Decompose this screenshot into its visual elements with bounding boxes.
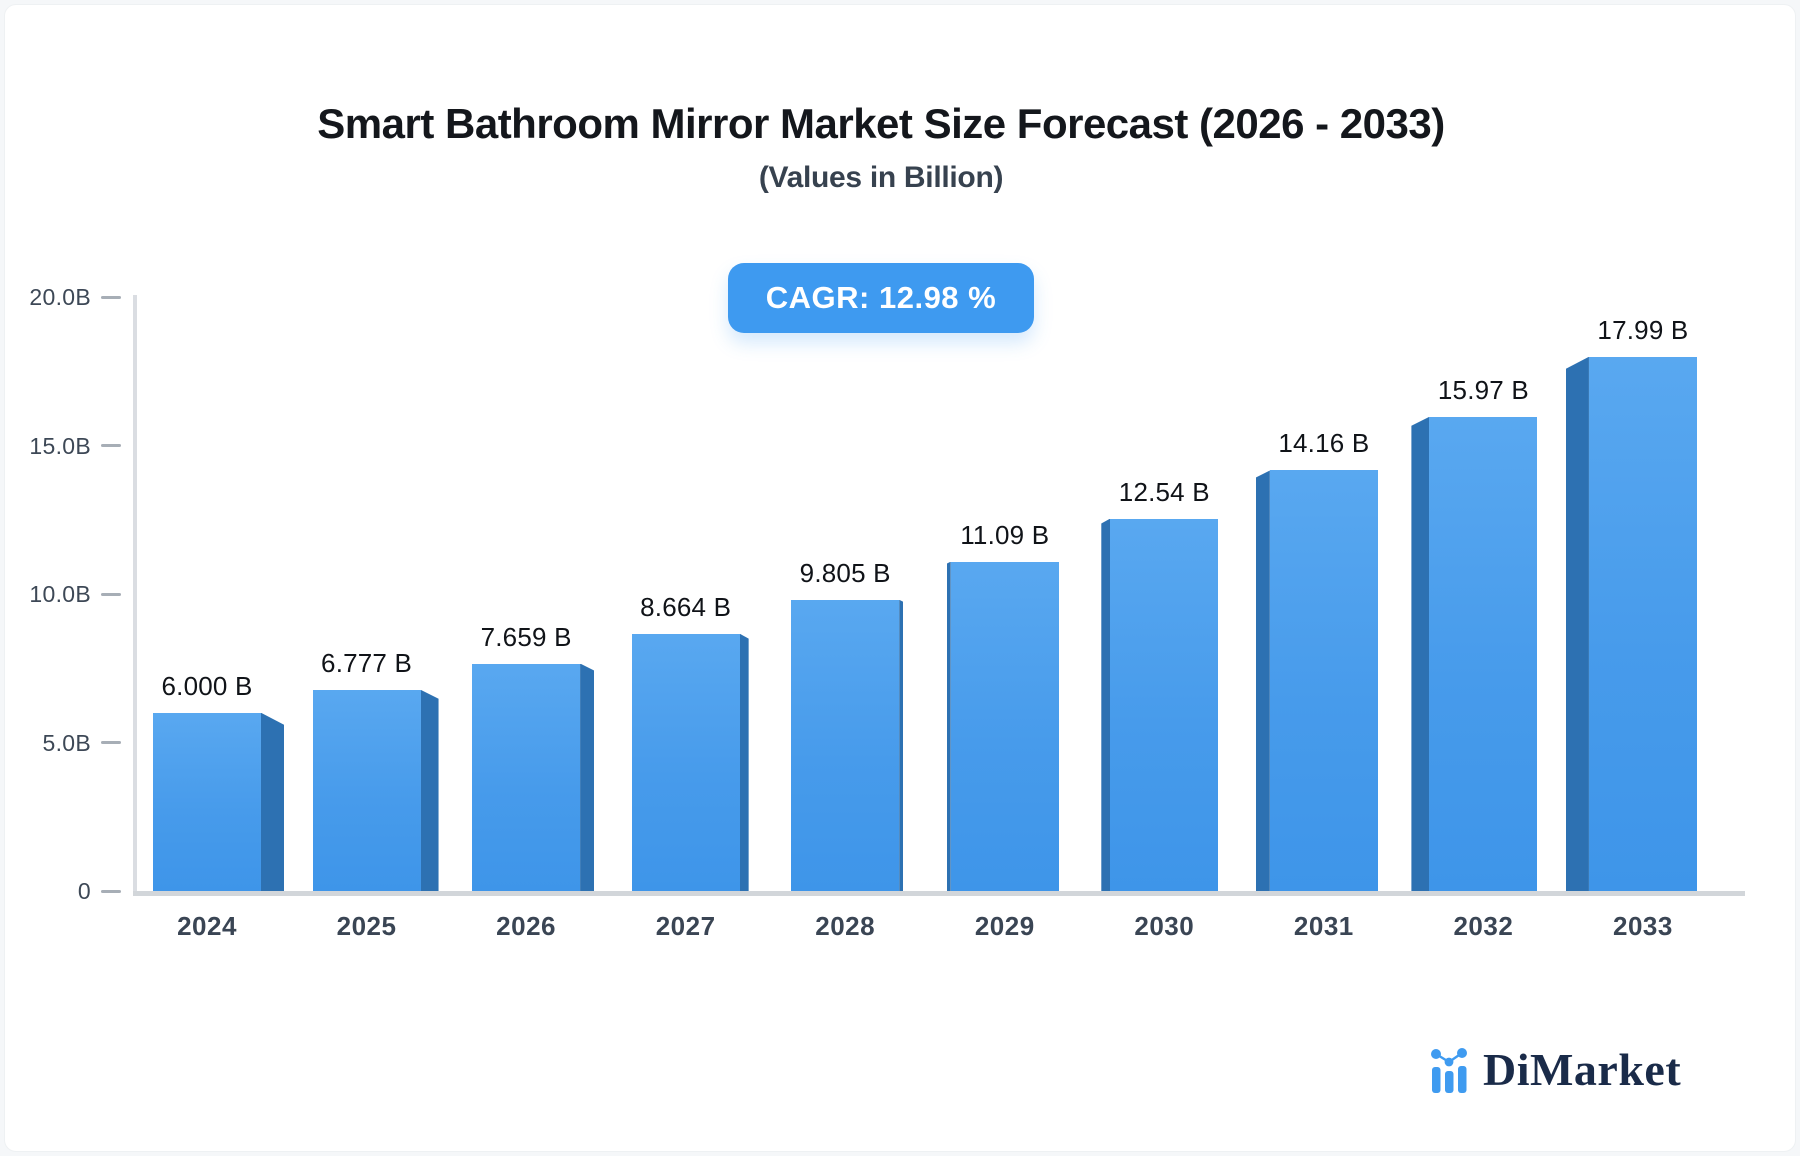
bar-side-2032 — [1411, 416, 1430, 891]
bar-2027[interactable] — [631, 633, 740, 891]
bar-value-label: 6.000 B — [161, 670, 253, 701]
bar-side-2027 — [739, 633, 749, 891]
brand-logo: DiMarket — [1429, 1047, 1681, 1093]
y-tick-label: 5.0B — [42, 729, 91, 756]
bar-value-label: 11.09 B — [960, 519, 1050, 550]
x-axis-label-2027: 2027 — [655, 911, 716, 941]
x-axis-label-2032: 2032 — [1453, 911, 1514, 941]
y-tick-dash — [101, 444, 121, 447]
bar-side-2025 — [420, 689, 439, 891]
bar-2028[interactable] — [791, 599, 900, 891]
x-axis-label-2033: 2033 — [1613, 911, 1673, 941]
bar-value-label: 9.805 B — [799, 557, 891, 588]
bar-side-2031 — [1255, 470, 1270, 891]
bar-2029[interactable] — [950, 561, 1059, 891]
bar-2033[interactable] — [1588, 356, 1697, 891]
bar-side-2024 — [261, 712, 284, 891]
bar-chart-trend-icon — [1431, 1048, 1467, 1093]
bar-value-label: 14.16 B — [1278, 428, 1370, 459]
cagr-badge: CAGR: 12.98 % — [727, 263, 1035, 334]
bar-side-2028 — [899, 599, 904, 891]
chart-card: Smart Bathroom Mirror Market Size Foreca… — [4, 4, 1796, 1152]
bar-2030[interactable] — [1110, 518, 1219, 891]
bar-value-label: 8.664 B — [640, 591, 732, 622]
page-title: Smart Bathroom Mirror Market Size Foreca… — [317, 100, 1445, 147]
y-tick-dash — [101, 295, 121, 299]
x-axis-label-2030: 2030 — [1134, 911, 1195, 941]
y-tick-label: 0 — [77, 878, 91, 904]
bar-side-2030 — [1101, 518, 1111, 891]
y-tick-dash — [101, 889, 121, 893]
bar-value-label: 15.97 B — [1437, 374, 1529, 405]
x-axis-label-2029: 2029 — [974, 911, 1035, 941]
y-tick-dash — [101, 592, 121, 596]
page-subtitle: (Values in Billion) — [758, 161, 1004, 195]
bar-2032[interactable] — [1429, 416, 1538, 891]
bar-2025[interactable] — [312, 689, 421, 891]
bar-chart: 20.0B 15.0B 10.0B 5.0B 0 6.000 B 6.777 B 7.659… — [5, 5, 1795, 1151]
x-axis-label-2031: 2031 — [1293, 911, 1354, 941]
chart-header: Smart Bathroom Mirror Market Size Foreca… — [5, 5, 1757, 334]
bar-side-2033 — [1565, 356, 1589, 891]
x-axis-label-2028: 2028 — [815, 911, 876, 941]
bar-value-label: 17.99 B — [1597, 314, 1689, 345]
y-axis-line — [133, 295, 137, 896]
y-tick-label: 20.0B — [29, 284, 91, 310]
y-tick-label: 15.0B — [29, 432, 91, 459]
x-axis-label-2024: 2024 — [177, 911, 237, 941]
brand-name: DiMarket — [1483, 1044, 1682, 1095]
y-tick-label: 10.0B — [29, 581, 91, 607]
x-axis-label-2026: 2026 — [496, 911, 557, 941]
bar-side-2029 — [946, 561, 951, 891]
bar-side-2026 — [580, 663, 595, 891]
x-axis-label-2025: 2025 — [336, 911, 397, 941]
bar-2024[interactable] — [153, 712, 261, 891]
bar-value-label: 6.777 B — [321, 647, 413, 678]
x-axis-baseline — [133, 891, 1745, 896]
bar-2031[interactable] — [1269, 470, 1378, 891]
y-tick-dash — [101, 741, 121, 744]
bar-value-label: 12.54 B — [1118, 476, 1210, 507]
bar-value-label: 7.659 B — [480, 621, 572, 652]
bar-2026[interactable] — [472, 663, 581, 891]
